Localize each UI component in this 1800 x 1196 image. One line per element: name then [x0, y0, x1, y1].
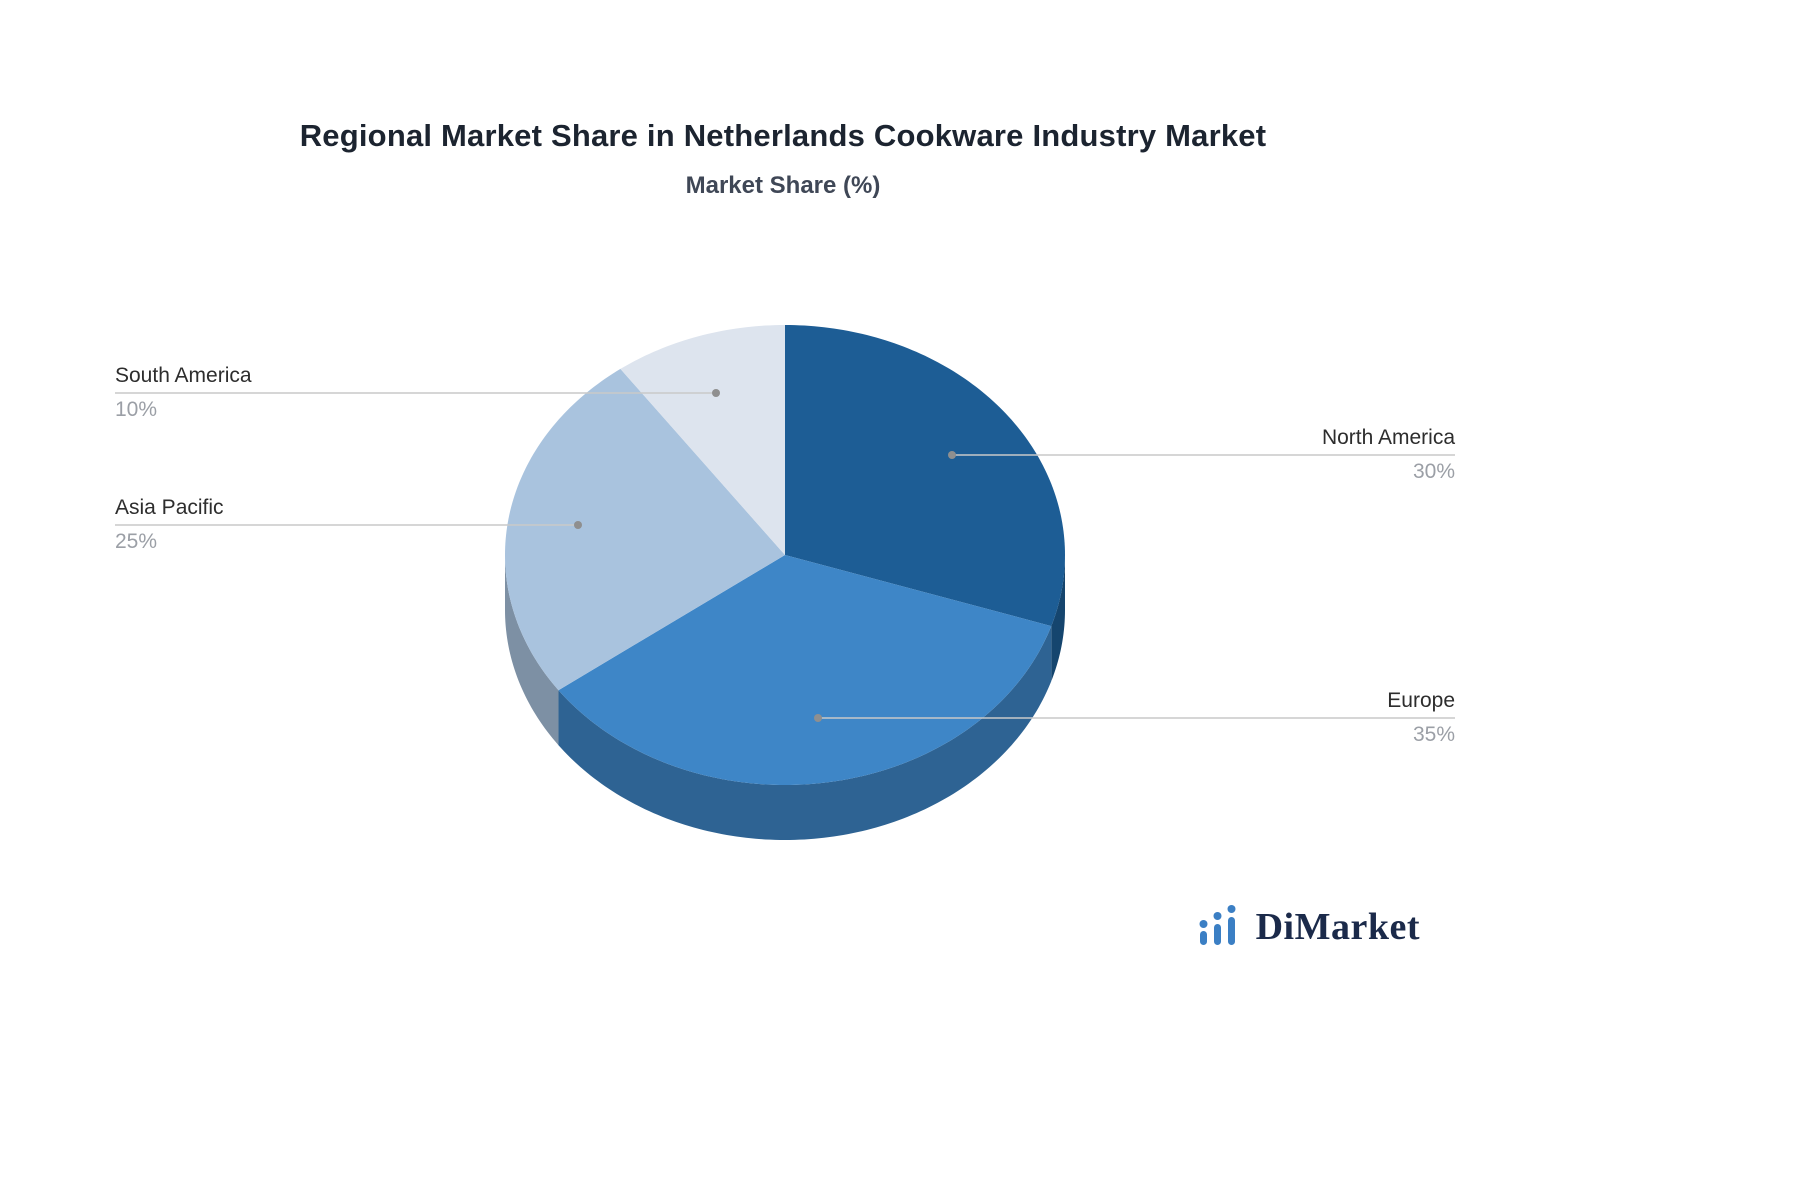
slice-value-north-america: 30%	[1412, 460, 1455, 483]
slice-label-asia-pacific: Asia Pacific	[115, 496, 224, 519]
pie-slice-europe	[558, 555, 1052, 785]
slice-label-europe: Europe	[1387, 689, 1455, 712]
callout-europe: Europe 35%	[1387, 688, 1455, 748]
slice-value-europe: 35%	[1412, 723, 1455, 746]
callout-asia-pacific: Asia Pacific 25%	[115, 495, 224, 555]
chart-header: Regional Market Share in Netherlands Coo…	[0, 118, 1566, 200]
leader-dot-europe	[814, 714, 822, 722]
slice-value-asia-pacific: 25%	[115, 530, 158, 553]
pie-side-europe	[558, 626, 1052, 840]
brand-logo: DiMarket	[1194, 903, 1420, 951]
slice-value-south-america: 10%	[115, 398, 158, 421]
chart-subtitle: Market Share (%)	[685, 172, 881, 199]
leader-dot-asia-pacific	[574, 521, 582, 529]
slice-label-north-america: North America	[1321, 426, 1455, 449]
chart-title: Regional Market Share in Netherlands Coo…	[299, 118, 1267, 153]
leader-dot-south-america	[712, 389, 720, 397]
slice-label-south-america: South America	[115, 364, 252, 387]
brand-logo-text: DiMarket	[1255, 906, 1420, 948]
pie-slice-north-america	[785, 325, 1065, 627]
callout-north-america: North America 30%	[1322, 425, 1455, 485]
pie-slices	[505, 325, 1065, 840]
bar-chart-icon	[1199, 905, 1236, 945]
callout-south-america: South America 10%	[115, 363, 252, 423]
pie-slice-south-america	[620, 325, 785, 555]
pie-side-north-america	[1051, 555, 1065, 682]
pie-slice-asia-pacific	[505, 368, 785, 691]
pie-side-asia-pacific	[505, 555, 559, 746]
leader-dot-north-america	[948, 451, 956, 459]
leader-lines	[115, 389, 1455, 722]
